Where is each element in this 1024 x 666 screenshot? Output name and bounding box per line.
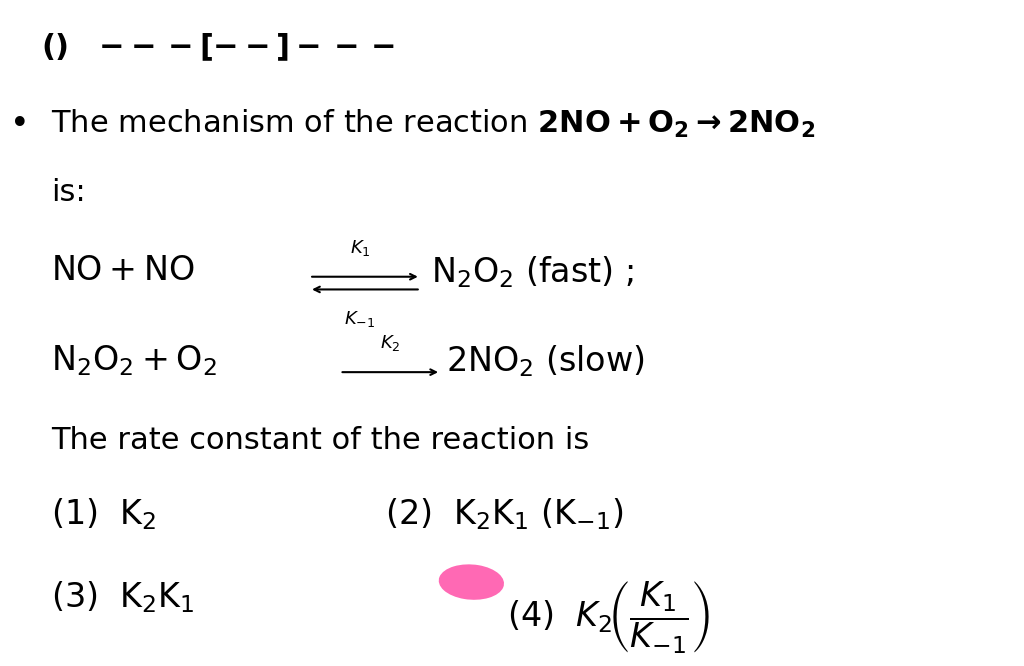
Text: $\mathrm{NO + NO}$: $\mathrm{NO + NO}$ [50, 254, 195, 288]
Text: $K_2$: $K_2$ [380, 333, 400, 353]
Text: The rate constant of the reaction is: The rate constant of the reaction is [50, 426, 589, 456]
Text: $\mathrm{2NO_2}$ (slow): $\mathrm{2NO_2}$ (slow) [446, 344, 645, 379]
Text: $\bf{(}\bf{)}\quad \bf{- - - [- - ]- - -}$: $\bf{(}\bf{)}\quad \bf{- - - [- - ]- - -… [41, 32, 394, 63]
Text: $\mathrm{N_2O_2}$ (fast) ;: $\mathrm{N_2O_2}$ (fast) ; [431, 254, 634, 290]
Text: (1)  $\mathrm{K_2}$: (1) $\mathrm{K_2}$ [50, 496, 156, 532]
Text: •: • [10, 108, 30, 141]
Text: $K_1$: $K_1$ [349, 238, 371, 258]
Text: (3)  $\mathrm{K_2 K_1}$: (3) $\mathrm{K_2 K_1}$ [50, 579, 195, 615]
Text: (4)  $K_2\!\left(\dfrac{K_1}{K_{-1}}\right)$: (4) $K_2\!\left(\dfrac{K_1}{K_{-1}}\righ… [507, 579, 710, 655]
Text: (2)  $\mathrm{K_2 K_1\ (K_{-1})}$: (2) $\mathrm{K_2 K_1\ (K_{-1})}$ [385, 496, 624, 532]
Text: $K_{-1}$: $K_{-1}$ [344, 308, 376, 328]
Text: The mechanism of the reaction $\mathbf{2NO + O_2 \rightarrow 2NO_2}$: The mechanism of the reaction $\mathbf{2… [50, 108, 815, 141]
Ellipse shape [438, 564, 504, 600]
Text: is:: is: [50, 178, 85, 207]
Text: $\mathrm{N_2O_2 + O_2}$: $\mathrm{N_2O_2 + O_2}$ [50, 344, 216, 378]
